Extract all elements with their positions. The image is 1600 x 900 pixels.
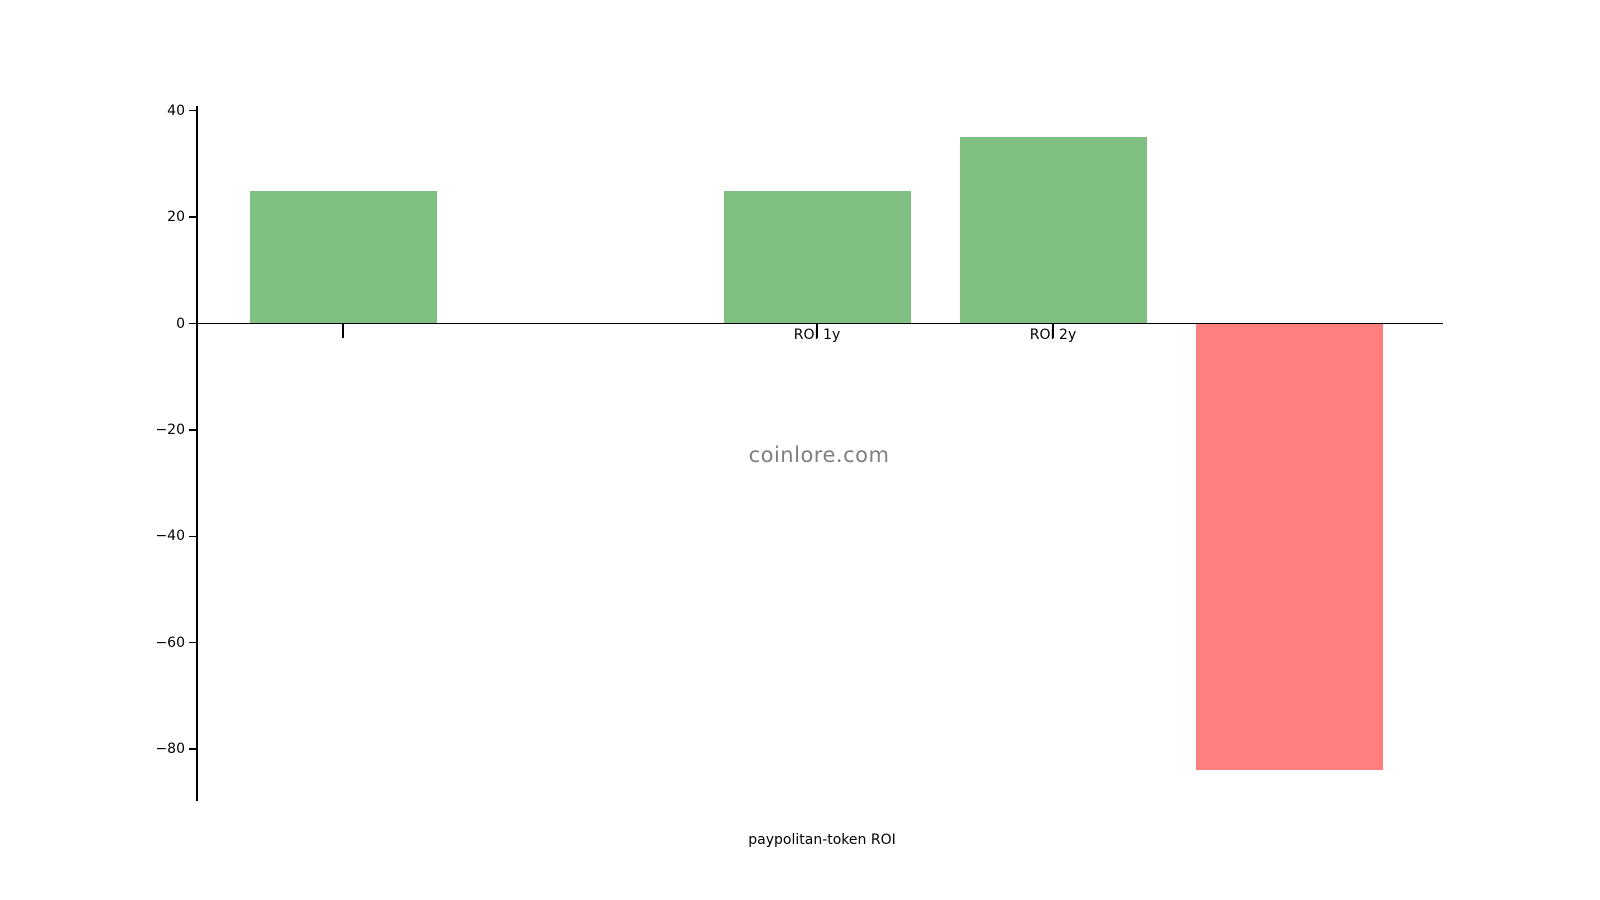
y-tick-label: 40 (167, 102, 185, 119)
bar-3 (1195, 323, 1383, 771)
x-tick-label: ROI 1y (793, 326, 841, 343)
y-tick (189, 641, 196, 644)
chart-title: paypolitan-token ROI (748, 832, 896, 848)
y-tick-label: 20 (167, 209, 185, 226)
y-tick (189, 748, 196, 750)
watermark: coinlore.com (748, 443, 890, 467)
bar-0 (249, 190, 437, 324)
y-tick-label: −80 (155, 741, 185, 758)
y-tick-label: 0 (176, 315, 185, 332)
y-tick (189, 429, 196, 431)
x-axis-line (196, 322, 1443, 325)
y-tick-label: −60 (155, 634, 185, 651)
bar-roi-2y (959, 137, 1147, 324)
x-tick-label: ROI 2y (1029, 326, 1077, 343)
y-tick (189, 322, 196, 325)
y-tick (189, 109, 196, 112)
y-axis-line (196, 106, 198, 801)
y-tick-label: −20 (155, 421, 185, 438)
x-tick (342, 323, 344, 338)
y-tick (189, 535, 196, 538)
y-tick (189, 216, 196, 218)
bar-roi-1y (723, 190, 911, 324)
x-tick (816, 323, 818, 338)
x-tick (1052, 323, 1054, 338)
y-tick-label: −40 (155, 528, 185, 545)
